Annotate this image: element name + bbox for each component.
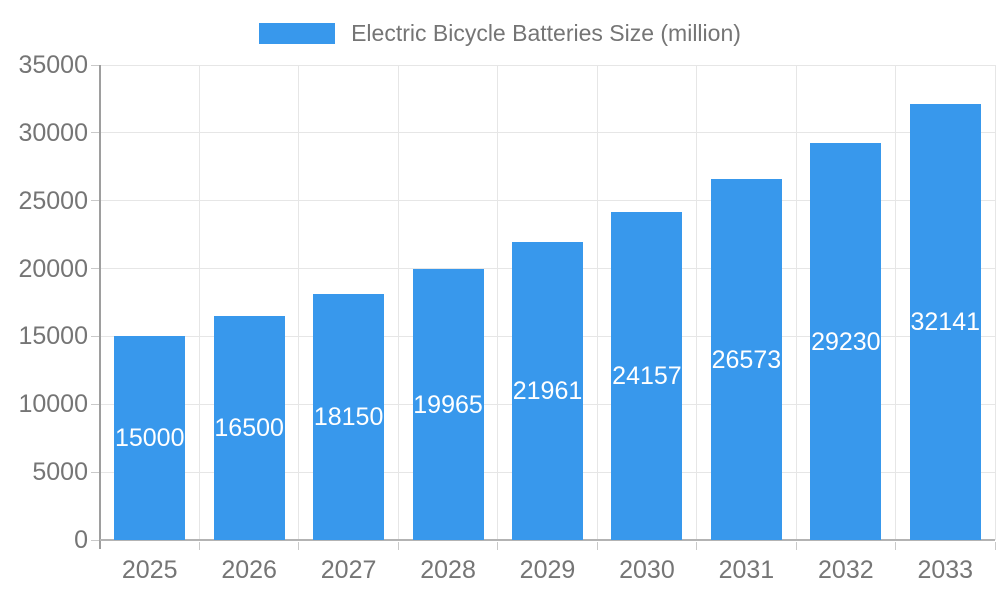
y-axis-tick [91, 268, 100, 270]
bar-value-label: 24157 [612, 362, 682, 391]
v-gridline [298, 65, 300, 540]
y-axis-label: 10000 [18, 390, 88, 419]
v-gridline [795, 65, 797, 540]
bar[interactable]: 24157 [611, 212, 683, 540]
x-axis-label: 2028 [420, 556, 476, 584]
y-axis-label: 5000 [32, 458, 88, 487]
x-axis-tick [497, 542, 499, 550]
bar-value-label: 32141 [910, 307, 981, 336]
x-axis-label: 2027 [320, 556, 377, 584]
v-gridline [596, 65, 598, 540]
bar[interactable]: 21961 [512, 241, 583, 540]
y-axis-label: 30000 [18, 118, 88, 147]
y-axis-tick [91, 539, 100, 541]
legend[interactable]: Electric Bicycle Batteries Size (million… [0, 20, 1000, 46]
h-gridline [100, 200, 995, 202]
bar[interactable]: 16500 [213, 316, 285, 540]
y-axis-tick [91, 471, 100, 473]
h-gridline [100, 132, 995, 134]
y-axis-tick [91, 335, 100, 337]
bar[interactable]: 29230 [810, 143, 882, 540]
x-axis-tick [596, 542, 598, 550]
v-gridline [994, 65, 996, 540]
y-axis-label: 25000 [18, 186, 88, 215]
y-axis-tick [91, 403, 100, 405]
bar-value-label: 16500 [214, 414, 284, 443]
v-gridline [895, 65, 897, 540]
bar[interactable]: 18150 [313, 293, 385, 540]
y-axis-line [99, 65, 101, 549]
bar[interactable]: 26573 [710, 179, 782, 540]
x-axis-label: 2025 [121, 556, 178, 584]
y-axis-label: 0 [74, 526, 88, 554]
y-axis-label: 20000 [18, 254, 88, 283]
legend-label: Electric Bicycle Batteries Size (million… [351, 20, 741, 46]
x-axis-tick [696, 542, 698, 550]
x-axis-tick [994, 542, 996, 550]
x-axis-label: 2031 [718, 556, 775, 584]
v-gridline [696, 65, 698, 540]
v-gridline [497, 65, 499, 540]
x-axis-label: 2033 [917, 556, 974, 584]
bar[interactable]: 32141 [909, 103, 981, 540]
x-axis-tick [795, 542, 797, 550]
h-gridline [100, 64, 995, 66]
legend-swatch [259, 22, 336, 44]
bar-value-label: 21961 [512, 376, 583, 405]
bar-value-label: 15000 [114, 424, 185, 453]
bar-value-label: 26573 [711, 345, 782, 374]
x-axis-tick [298, 542, 300, 550]
x-axis-tick [198, 542, 200, 550]
y-axis-tick [91, 64, 100, 66]
bar[interactable]: 19965 [412, 269, 484, 540]
y-axis-label: 15000 [18, 322, 88, 351]
x-axis-line [100, 539, 995, 541]
x-axis-label: 2032 [818, 556, 874, 584]
x-axis-label: 2030 [619, 556, 675, 584]
y-axis-tick [91, 200, 100, 202]
x-axis-label: 2026 [221, 556, 277, 584]
v-gridline [198, 65, 200, 540]
y-axis-tick [91, 132, 100, 134]
x-axis-tick [397, 542, 399, 550]
bar-value-label: 19965 [413, 390, 483, 419]
x-axis-tick [895, 542, 897, 550]
x-axis-label: 2029 [519, 556, 576, 584]
bar[interactable]: 15000 [114, 336, 186, 540]
bar-value-label: 18150 [313, 402, 384, 431]
y-axis-label: 35000 [18, 51, 88, 79]
v-gridline [397, 65, 399, 540]
bar-value-label: 29230 [811, 327, 881, 356]
